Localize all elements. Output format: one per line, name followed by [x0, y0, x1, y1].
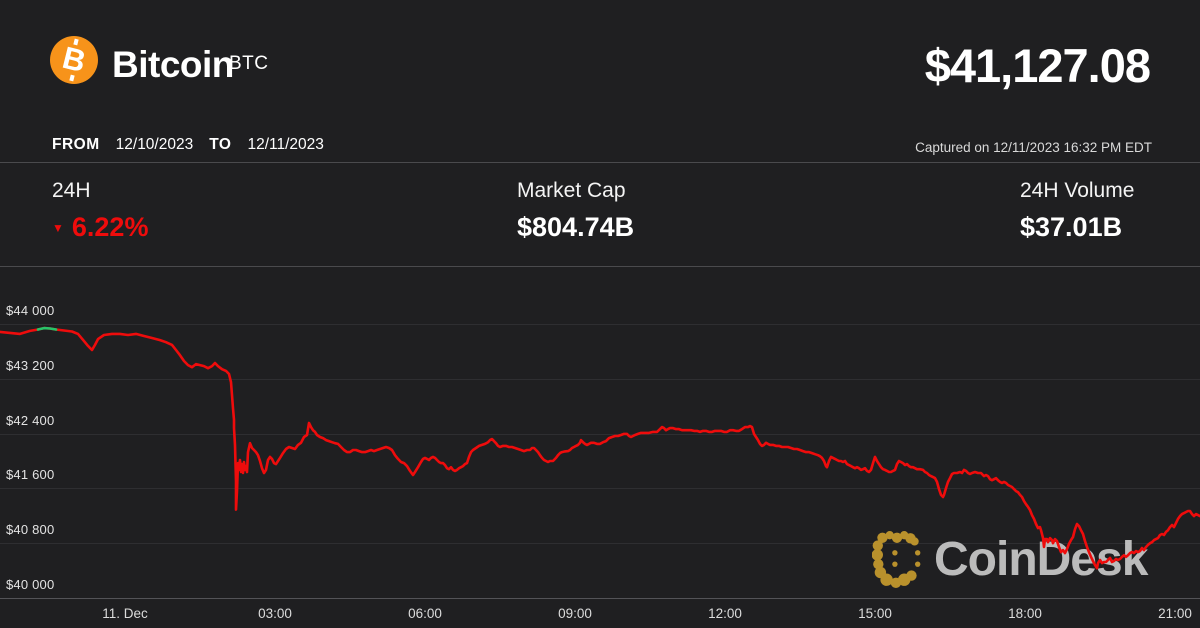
gridline: [0, 543, 1200, 545]
coin-ticker: BTC: [229, 53, 269, 74]
x-axis-label: 11. Dec: [102, 606, 148, 621]
price-chart: $44 000 $43 200 $42 400 $41 600 $40 800 $40 0…: [0, 267, 1200, 628]
coindesk-watermark: CoinDesk: [872, 530, 1148, 588]
y-axis-label: $44 000: [6, 303, 55, 318]
y-axis-label: $43 200: [6, 357, 55, 373]
stat-market-cap-label: Market Cap: [517, 179, 626, 202]
y-axis-label: $40 800: [6, 522, 55, 538]
price-line: [0, 326, 1200, 570]
gridline: [0, 433, 1200, 435]
from-date: 12/10/2023: [115, 136, 194, 153]
x-axis-label: 12:00: [708, 606, 742, 621]
date-range: FROM 12/10/2023 TO 12/11/2023: [52, 136, 324, 154]
header: B Bitcoin BTC $41,127.08 FROM 12/10/2023…: [0, 0, 1200, 162]
x-axis-label: 09:00: [558, 606, 592, 621]
coindesk-logo-icon: [872, 531, 921, 588]
gridline: [0, 378, 1200, 380]
to-date: 12/11/2023: [247, 136, 324, 153]
gridline: [0, 488, 1200, 490]
to-label: TO: [209, 136, 232, 153]
stat-market-cap-value: $804.74B: [517, 212, 635, 242]
x-axis-label: 18:00: [1008, 606, 1042, 621]
x-axis-label: 03:00: [258, 606, 292, 621]
from-label: FROM: [52, 136, 100, 153]
down-triangle-icon: ▼: [52, 220, 64, 235]
y-axis-label: $42 400: [6, 412, 55, 428]
gridline: [0, 598, 1200, 599]
x-axis-label: 21:00: [1158, 606, 1192, 621]
price-line-uptick: [36, 326, 58, 331]
bitcoin-logo-icon: B: [50, 36, 98, 84]
stat-24h-volume-label: 24H Volume: [1020, 179, 1135, 202]
stat-24h-change-label: 24H: [52, 179, 91, 202]
y-axis-label: $41 600: [6, 467, 55, 483]
stats-band: 24H ▼ 6.22% Market Cap $804.74B 24H Volu…: [0, 162, 1200, 267]
coin-name: Bitcoin: [112, 44, 234, 85]
price-line-svg: [0, 326, 1200, 570]
coindesk-wordmark: CoinDesk: [934, 532, 1148, 586]
y-axis-label: $40 000: [6, 577, 55, 592]
change-percent: 6.22%: [71, 212, 149, 242]
captured-timestamp: Captured on 12/11/2023 16:32 PM EDT: [915, 140, 1152, 155]
current-price: $41,127.08: [924, 39, 1151, 92]
stat-24h-change-value: ▼ 6.22%: [52, 212, 148, 243]
x-axis-label: 06:00: [408, 606, 442, 621]
stat-24h-volume-value: $37.01B: [1020, 212, 1123, 242]
x-axis-label: 15:00: [858, 606, 892, 621]
gridline: [0, 324, 1200, 325]
